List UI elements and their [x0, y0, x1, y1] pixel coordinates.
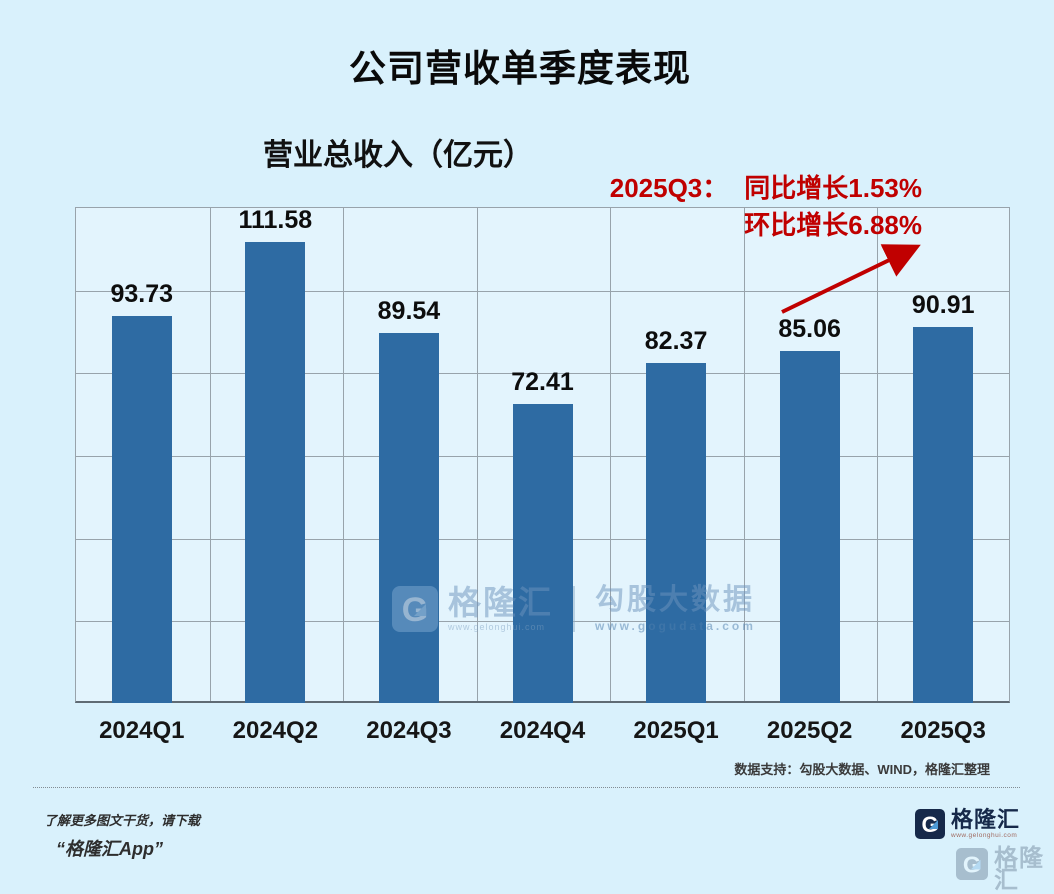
bar-2024Q3 [378, 332, 439, 703]
svg-text:G: G [921, 812, 938, 837]
page-title: 公司营收单季度表现 [349, 48, 691, 89]
bar-value-label: 111.58 [238, 205, 313, 234]
gelonghui-logo-watermark: G 格隆汇 [956, 845, 1054, 894]
h-gridline [76, 373, 1009, 375]
gelonghui-logo-icon-ghost: G [956, 848, 988, 880]
bar-value-label: 89.54 [377, 296, 441, 325]
data-source-note: 数据支持：勾股大数据、WIND，格隆汇整理 [734, 762, 990, 777]
red-arrow-icon [781, 244, 921, 314]
bar-value-label: 82.37 [644, 326, 708, 355]
gelonghui-logo-icon: G [915, 809, 945, 839]
annotation-quarter-label: 2025Q3： [609, 173, 729, 203]
gelonghui-logo-url: www.gelonghui.com [951, 832, 1018, 839]
v-gridline [610, 208, 612, 701]
v-gridline [209, 208, 211, 701]
promo-app-name: “格隆汇App” [56, 839, 163, 859]
h-gridline [76, 290, 1009, 292]
bar-2025Q3 [913, 327, 974, 703]
annotation-yoy-text: 同比增长1.53% [744, 173, 922, 203]
bar-2024Q4 [512, 403, 573, 703]
x-axis-label: 2024Q2 [232, 717, 319, 744]
svg-text:G: G [963, 852, 981, 878]
bar-value-label: 72.41 [511, 367, 574, 396]
annotation-line1: 2025Q3： 同比增长1.53% [610, 170, 922, 207]
x-axis-label: 2024Q3 [366, 717, 452, 744]
x-axis-label: 2025Q3 [900, 717, 986, 744]
bar-value-label: 90.91 [911, 291, 975, 320]
annotation-qoq-text: 环比增长6.88% [744, 210, 922, 240]
x-axis-label: 2025Q2 [766, 717, 853, 744]
bar-2024Q1 [111, 315, 172, 703]
gelonghui-logo: G 格隆汇 www.gelonghui.com [915, 809, 1020, 839]
v-gridline [343, 208, 345, 701]
bar-2024Q2 [245, 241, 306, 703]
footer-promo: 了解更多图文干货，请下载 “格隆汇App” [44, 810, 200, 861]
bar-value-label: 85.06 [778, 315, 841, 344]
x-axis-label: 2024Q1 [99, 717, 185, 744]
x-axis-label: 2024Q4 [499, 717, 586, 744]
gelonghui-logo-text-ghost: 格隆汇 [994, 845, 1044, 894]
bar-2025Q1 [646, 362, 707, 703]
bar-value-label: 93.73 [110, 279, 174, 308]
gelonghui-logo-text: 格隆汇 [951, 807, 1021, 832]
v-gridline [877, 208, 879, 701]
v-gridline [743, 208, 745, 701]
promo-text: 了解更多图文干货，请下载 [44, 813, 201, 828]
v-gridline [476, 208, 478, 701]
bar-2025Q2 [779, 351, 840, 703]
footer-divider [33, 787, 1020, 788]
growth-annotation: 2025Q3： 同比增长1.53% 环比增长6.88% [610, 170, 922, 244]
chart-subtitle-unit: 营业总收入（亿元） [263, 139, 533, 172]
x-axis-label: 2025Q1 [633, 717, 719, 744]
